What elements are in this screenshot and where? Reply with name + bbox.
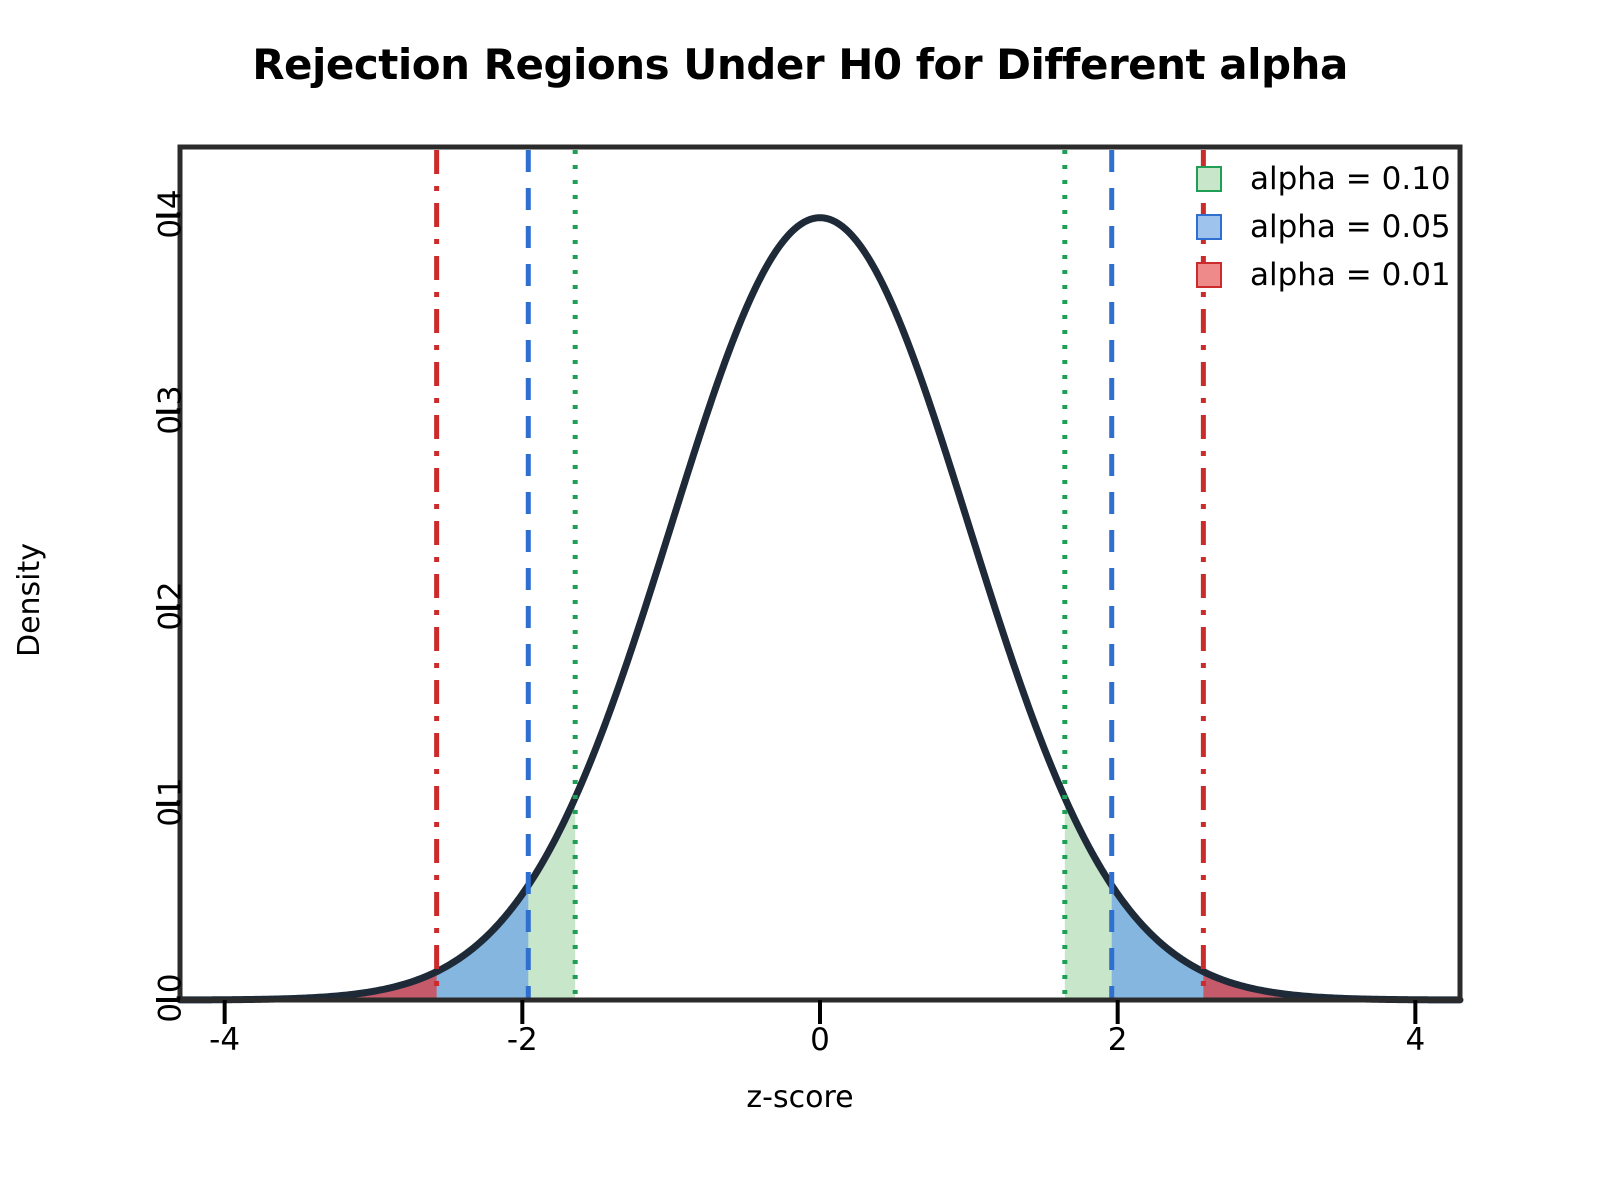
y-tick-label: 0.1 [152, 777, 189, 827]
x-tick-label: -2 [506, 1022, 538, 1058]
legend-label: alpha = 0.10 [1250, 161, 1451, 197]
legend-item[interactable]: alpha = 0.01 [1196, 257, 1451, 293]
y-tick-label: 0.0 [152, 973, 189, 1023]
legend-swatch-icon [1196, 214, 1222, 240]
legend-label: alpha = 0.05 [1250, 209, 1451, 245]
legend-swatch-icon [1196, 262, 1222, 288]
y-axis-label: Density [12, 542, 47, 658]
legend-item[interactable]: alpha = 0.10 [1196, 161, 1451, 197]
y-tick-label: 0.2 [152, 581, 189, 631]
y-tick-label: 0.3 [152, 385, 189, 435]
y-tick-label: 0.4 [152, 188, 189, 239]
x-tick-label: 0 [810, 1022, 830, 1058]
x-tick-label: 4 [1405, 1022, 1426, 1058]
x-axis-label: z-score [746, 1080, 854, 1115]
x-tick-label: 2 [1107, 1022, 1128, 1058]
chart-legend: alpha = 0.10 alpha = 0.05 alpha = 0.01 [1196, 161, 1451, 293]
legend-label: alpha = 0.01 [1250, 257, 1451, 293]
normal-density-curve [176, 214, 1464, 1004]
chart-title: Rejection Regions Under H0 for Different… [252, 40, 1348, 89]
legend-item[interactable]: alpha = 0.05 [1196, 209, 1451, 245]
legend-swatch-icon [1196, 166, 1222, 192]
x-tick-label: -4 [209, 1022, 241, 1058]
